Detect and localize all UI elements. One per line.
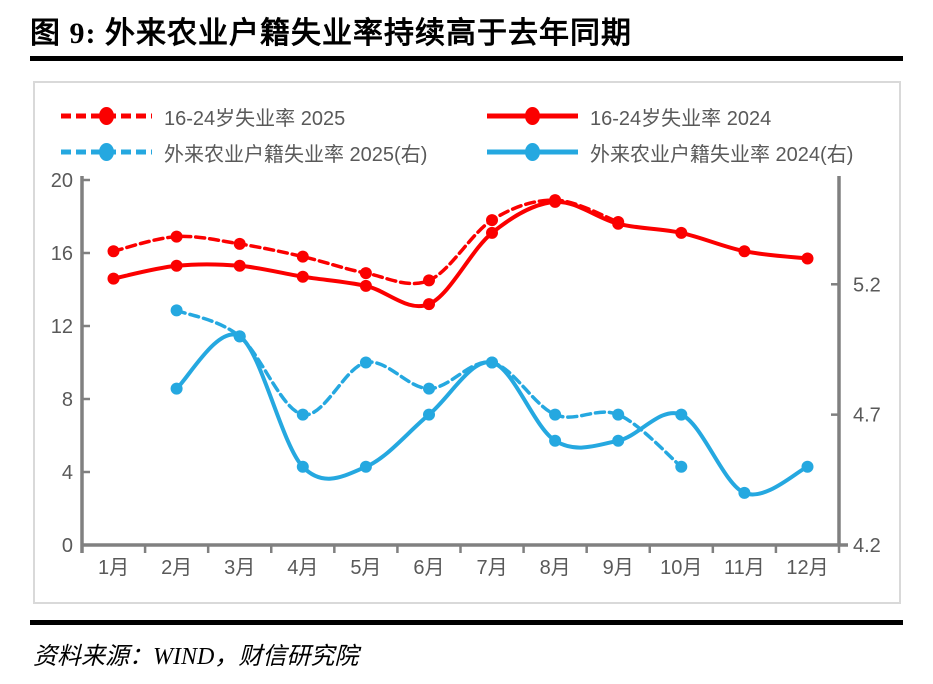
data-point-series-2 bbox=[233, 259, 246, 272]
data-point-series-2 bbox=[296, 270, 309, 283]
data-point-series-2 bbox=[675, 226, 688, 239]
data-point-series-4 bbox=[359, 460, 372, 473]
data-point-series-2 bbox=[486, 226, 498, 239]
legend-swatch-dashed-line-icon bbox=[61, 107, 152, 125]
legend-item-3: 外来农业户籍失业率 2025(右) bbox=[59, 139, 428, 166]
legend-swatch-dashed-line-icon bbox=[61, 143, 152, 161]
data-point-series-1 bbox=[296, 250, 309, 263]
legend-label: 外来农业户籍失业率 2024(右) bbox=[590, 143, 854, 166]
legend-item-1: 16-24岁失业率 2025 bbox=[59, 103, 346, 130]
data-point-series-1 bbox=[170, 230, 183, 243]
x-axis-label: 5月 bbox=[350, 557, 381, 579]
data-point-series-1 bbox=[423, 274, 435, 287]
data-point-series-4 bbox=[296, 460, 309, 473]
x-axis-label: 1月 bbox=[98, 557, 129, 579]
figure-title: 图 9: 外来农业户籍失业率持续高于去年同期 bbox=[30, 17, 632, 50]
data-point-series-4 bbox=[612, 434, 625, 447]
data-point-series-3 bbox=[549, 408, 562, 421]
source-divider bbox=[30, 620, 903, 625]
x-axis-label: 6月 bbox=[413, 557, 444, 579]
x-axis-label: 4月 bbox=[287, 557, 318, 579]
data-point-series-2 bbox=[549, 195, 562, 208]
data-point-series-2 bbox=[107, 272, 120, 285]
y-axis-right-label: 4.2 bbox=[853, 535, 881, 557]
legend-label: 外来农业户籍失业率 2025(右) bbox=[164, 143, 428, 166]
data-point-series-2 bbox=[359, 279, 372, 292]
data-point-series-4 bbox=[170, 382, 183, 395]
data-point-series-3 bbox=[359, 356, 372, 369]
legend-label: 16-24岁失业率 2024 bbox=[590, 107, 772, 130]
x-axis-label: 2月 bbox=[161, 557, 192, 579]
data-point-series-3 bbox=[296, 408, 309, 421]
x-axis-label: 3月 bbox=[224, 557, 255, 579]
legend-swatch-solid-line-icon bbox=[487, 143, 578, 161]
y-axis-left-label: 16 bbox=[51, 243, 73, 265]
y-axis-left-label: 4 bbox=[62, 462, 73, 484]
data-point-series-1 bbox=[359, 267, 372, 280]
x-axis-label: 10月 bbox=[660, 557, 702, 579]
data-point-series-4 bbox=[801, 460, 814, 473]
data-point-series-1 bbox=[107, 245, 120, 258]
data-point-series-2 bbox=[612, 217, 625, 230]
data-point-series-3 bbox=[675, 460, 688, 473]
x-axis-label: 11月 bbox=[724, 557, 765, 579]
data-point-series-3 bbox=[170, 304, 183, 317]
x-axis-label: 8月 bbox=[540, 557, 571, 579]
x-axis-label: 12月 bbox=[786, 557, 828, 579]
data-point-series-4 bbox=[486, 356, 498, 369]
x-axis-label: 9月 bbox=[603, 557, 634, 579]
y-axis-left-label: 0 bbox=[62, 535, 73, 557]
data-point-series-2 bbox=[170, 259, 183, 272]
title-divider bbox=[30, 56, 903, 61]
y-axis-left-label: 8 bbox=[62, 389, 73, 411]
data-point-series-1 bbox=[233, 237, 246, 250]
data-point-series-4 bbox=[738, 486, 751, 499]
data-point-series-4 bbox=[549, 434, 562, 447]
data-point-series-3 bbox=[423, 382, 435, 395]
y-axis-left-label: 12 bbox=[51, 316, 73, 338]
y-axis-right-label: 5.2 bbox=[853, 274, 881, 296]
data-point-series-2 bbox=[423, 298, 435, 311]
x-axis-label: 7月 bbox=[476, 557, 507, 579]
y-axis-right-label: 4.7 bbox=[853, 405, 881, 427]
chart-plot-area: 0 4 8 12 16 20 4.2 4.7 5.2 1月 2月 3月 4月 5月 6月 7月 8月 9月 10月 1… bbox=[51, 170, 881, 579]
data-point-series-3 bbox=[612, 408, 625, 421]
data-point-series-4 bbox=[423, 408, 435, 421]
legend-item-4: 外来农业户籍失业率 2024(右) bbox=[485, 139, 854, 166]
legend-item-2: 16-24岁失业率 2024 bbox=[485, 103, 772, 130]
data-point-series-4 bbox=[675, 408, 688, 421]
y-axis-left-label: 20 bbox=[51, 170, 73, 192]
chart-card: 16-24岁失业率 2025 16-24岁失业率 2024 外来农业户籍失业率 … bbox=[33, 81, 901, 604]
legend-swatch-solid-line-icon bbox=[487, 107, 578, 125]
data-point-series-2 bbox=[738, 245, 751, 258]
source-note: 资料来源：WIND，财信研究院 bbox=[33, 644, 359, 670]
data-point-series-4 bbox=[233, 330, 246, 343]
legend-label: 16-24岁失业率 2025 bbox=[164, 107, 346, 130]
data-point-series-2 bbox=[801, 252, 814, 265]
data-point-series-1 bbox=[486, 214, 498, 227]
